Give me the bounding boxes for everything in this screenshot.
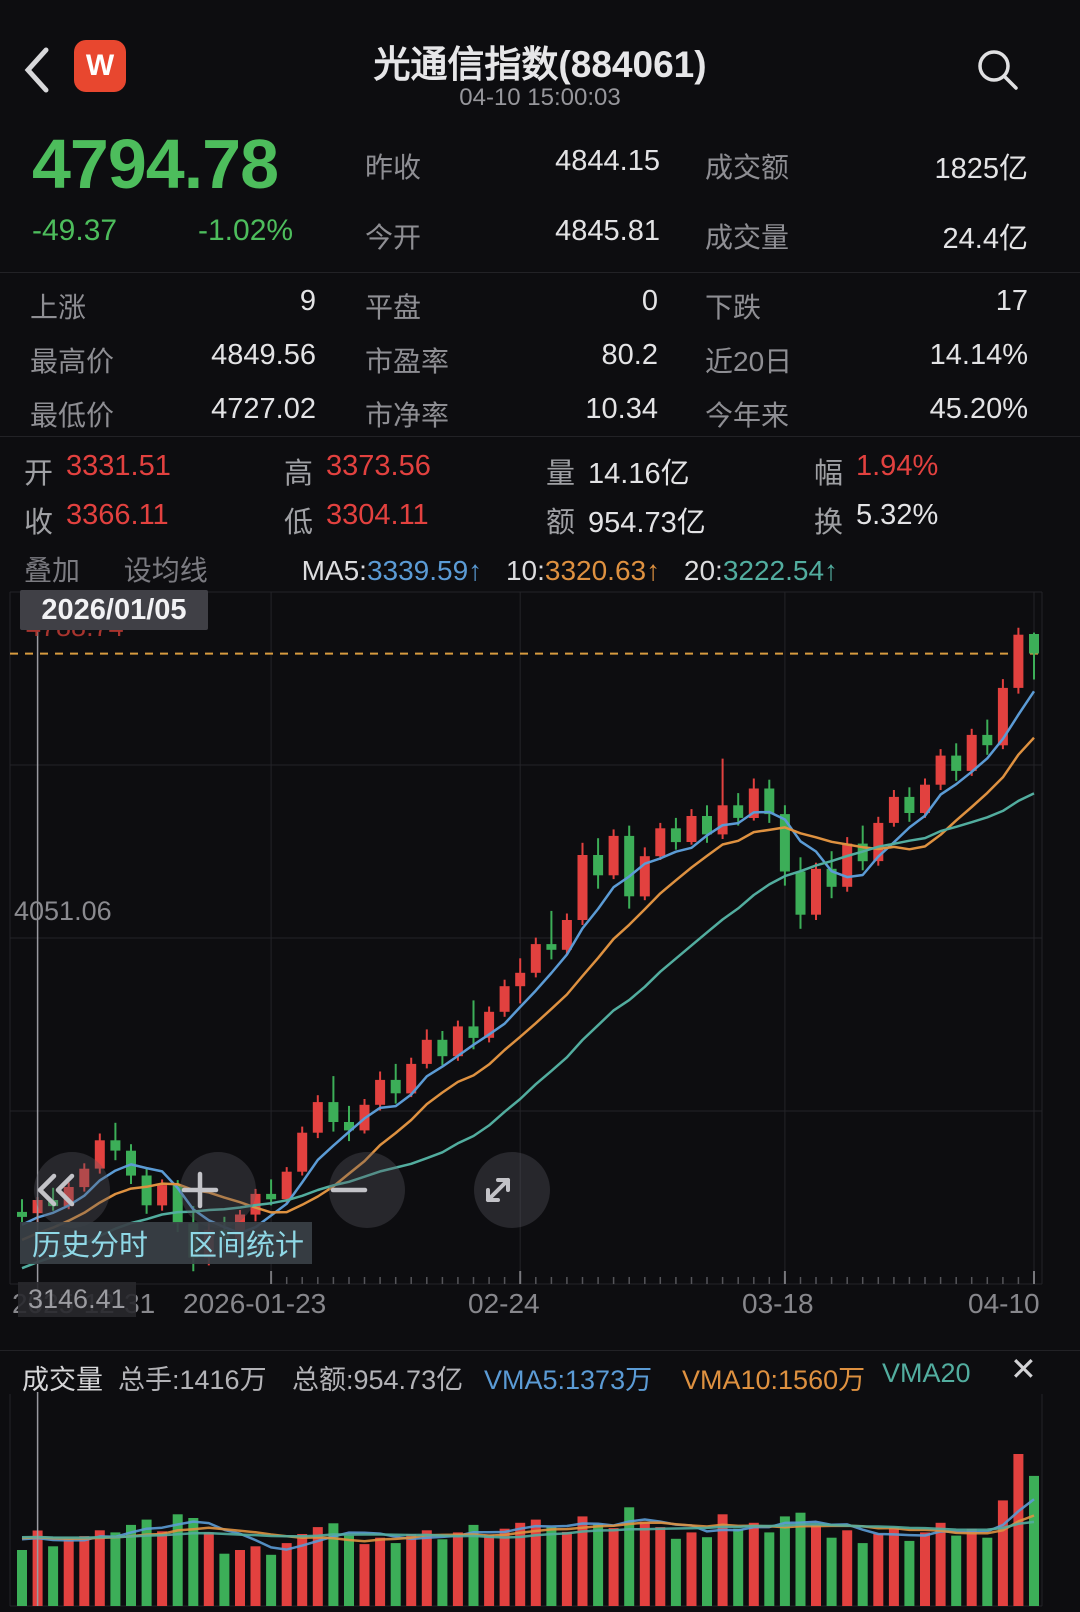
sel-amplitude-value: 1.94% <box>856 450 939 482</box>
volume-pane-title: 成交量 <box>22 1365 103 1395</box>
volume-value: 24.4亿 <box>942 223 1028 255</box>
price-change: -49.37 <box>32 214 118 247</box>
total-lots: 总手:1416万 <box>118 1365 267 1395</box>
rewind-button[interactable] <box>34 1152 110 1228</box>
sel-low-value: 3304.11 <box>326 499 429 531</box>
back-icon[interactable] <box>18 42 58 98</box>
pb-label: 市净率 <box>365 400 450 431</box>
expand-icon <box>486 1178 510 1202</box>
ma20-value: 3222.54↑ <box>722 555 839 586</box>
overlay-button[interactable]: 叠加 <box>24 555 81 586</box>
ma5-value: 3339.59↑ <box>366 555 483 586</box>
open-value: 4845.81 <box>555 215 660 247</box>
pb-value: 10.34 <box>585 393 658 425</box>
decliners-value: 17 <box>995 285 1028 317</box>
sel-low-label: 低 <box>284 507 314 539</box>
close-volume-pane-icon[interactable]: ✕ <box>1010 1351 1037 1387</box>
sel-amount-label: 额 <box>546 507 576 539</box>
x-label-4: 04-10 <box>968 1288 1040 1319</box>
last20d-label: 近20日 <box>705 346 793 377</box>
unchanged-label: 平盘 <box>365 292 422 323</box>
unchanged-value: 0 <box>641 285 658 317</box>
turnover-amount-label: 成交额 <box>705 152 790 183</box>
sel-open-value: 3331.51 <box>66 450 171 482</box>
sel-high-label: 高 <box>284 458 314 490</box>
tab-history-intraday[interactable]: 历史分时 <box>32 1230 149 1262</box>
zoom-in-button[interactable] <box>180 1152 256 1228</box>
volume-chart[interactable] <box>0 1392 1080 1612</box>
total-amount: 总额:954.73亿 <box>292 1365 464 1395</box>
vma10-value: VMA10:1560万 <box>682 1365 866 1395</box>
x-label-3: 03-18 <box>742 1288 814 1319</box>
day-low-value: 4727.02 <box>211 393 316 425</box>
sel-amount-value: 954.73亿 <box>588 507 706 539</box>
prev-close-label: 昨收 <box>365 152 422 183</box>
turnover-amount-value: 1825亿 <box>934 153 1028 185</box>
ma10-prefix: 10: <box>505 555 545 586</box>
advancers-label: 上涨 <box>30 292 87 323</box>
vma20-label: VMA20 <box>882 1358 971 1388</box>
pe-label: 市盈率 <box>365 346 450 377</box>
sel-close-label: 收 <box>24 507 54 539</box>
ytd-value: 45.20% <box>929 393 1028 425</box>
day-high-value: 4849.56 <box>211 339 316 371</box>
price-change-pct: -1.02% <box>198 214 294 247</box>
sel-volume-label: 量 <box>546 458 576 490</box>
ma5-prefix: MA5: <box>301 555 367 586</box>
y-axis-mid-label: 4051.06 <box>14 896 112 926</box>
open-label: 今开 <box>365 222 422 253</box>
ma20-prefix: 20: <box>683 555 723 586</box>
advancers-value: 9 <box>299 285 316 317</box>
sel-volume-value: 14.16亿 <box>588 458 690 490</box>
crosshair-date-tooltip: 2026/01/05 <box>20 590 208 630</box>
y-axis-min-label: 3146.41 <box>18 1282 136 1317</box>
search-icon[interactable] <box>972 44 1024 96</box>
x-label-2: 02-24 <box>468 1288 540 1319</box>
volume-label: 成交量 <box>705 222 790 253</box>
ytd-label: 今年来 <box>705 400 790 431</box>
ma-toolbar: 叠加 设均线 MA5:3339.59↑ 10:3320.63↑ 20:3222.… <box>24 549 838 589</box>
sel-close-value: 3366.11 <box>66 499 169 531</box>
plus-icon <box>181 1171 219 1209</box>
sel-high-value: 3373.56 <box>326 450 431 482</box>
day-high-label: 最高价 <box>30 346 115 377</box>
chart-mode-tabs: 历史分时 区间统计 <box>20 1222 312 1264</box>
last20d-value: 14.14% <box>929 339 1028 371</box>
minus-icon <box>330 1187 368 1193</box>
ma10-value: 3320.63↑ <box>544 555 661 586</box>
decliners-label: 下跌 <box>705 292 762 323</box>
x-label-1: 2026-01-23 <box>183 1288 327 1319</box>
sel-open-label: 开 <box>24 458 54 490</box>
expand-button[interactable] <box>474 1152 550 1228</box>
wind-app-logo[interactable]: W <box>74 40 126 92</box>
sel-amplitude-label: 幅 <box>814 458 844 490</box>
sel-turnover-value: 5.32% <box>856 499 939 531</box>
set-ma-button[interactable]: 设均线 <box>123 555 208 586</box>
last-price: 4794.78 <box>32 125 279 203</box>
page-title: 光通信指数(884061) <box>373 44 707 85</box>
pe-value: 80.2 <box>601 339 658 371</box>
rewind-icon <box>37 1173 75 1207</box>
quote-timestamp: 04-10 15:00:03 <box>459 84 621 111</box>
day-low-label: 最低价 <box>30 400 115 431</box>
tab-range-stats[interactable]: 区间统计 <box>188 1230 305 1262</box>
vma5-value: VMA5:1373万 <box>484 1365 653 1395</box>
prev-close-value: 4844.15 <box>555 145 660 177</box>
sel-turnover-label: 换 <box>814 507 844 539</box>
zoom-out-button[interactable] <box>329 1152 405 1228</box>
